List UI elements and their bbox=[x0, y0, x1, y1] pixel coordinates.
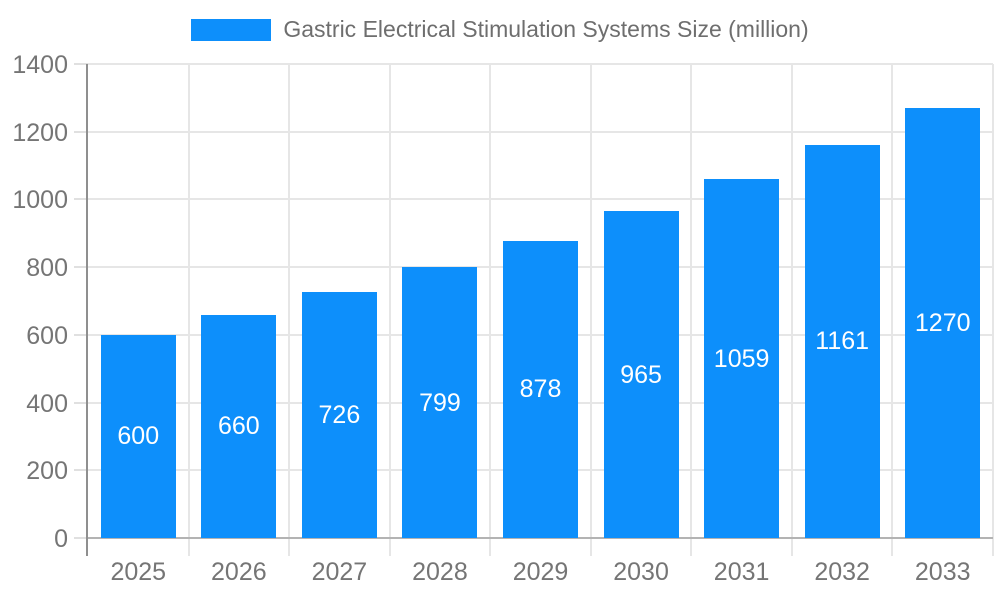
x-axis-label: 2031 bbox=[713, 558, 770, 586]
bar[interactable]: 600 bbox=[100, 334, 176, 538]
bar-value-label: 878 bbox=[519, 375, 562, 404]
bar-value-label: 660 bbox=[217, 412, 260, 441]
vertical-gridline bbox=[187, 64, 190, 556]
x-axis-label: 2029 bbox=[512, 558, 569, 586]
x-axis-label: 2028 bbox=[412, 558, 468, 586]
bar[interactable]: 965 bbox=[603, 211, 679, 538]
bar[interactable]: 660 bbox=[201, 314, 277, 538]
gridline bbox=[88, 130, 993, 133]
y-axis-tick bbox=[74, 401, 88, 404]
bar-value-label: 965 bbox=[620, 360, 662, 389]
bar[interactable]: 799 bbox=[402, 267, 478, 538]
vertical-gridline bbox=[489, 64, 492, 556]
x-axis-baseline bbox=[88, 537, 993, 539]
bar[interactable]: 1270 bbox=[905, 108, 981, 538]
y-axis-label: 0 bbox=[54, 525, 68, 553]
bar-value-label: 1161 bbox=[815, 327, 870, 356]
x-axis-label: 2033 bbox=[914, 558, 971, 586]
vertical-gridline bbox=[388, 64, 391, 556]
vertical-gridline bbox=[790, 64, 793, 556]
legend-swatch-icon bbox=[191, 18, 272, 41]
x-axis-label: 2032 bbox=[814, 558, 870, 586]
y-axis-tick bbox=[74, 198, 88, 201]
chart-legend[interactable]: Gastric Electrical Stimulation Systems S… bbox=[0, 16, 1000, 43]
y-axis-tick bbox=[74, 266, 88, 269]
y-axis-label: 1400 bbox=[12, 51, 68, 79]
gridline bbox=[88, 198, 993, 201]
vertical-gridline bbox=[288, 64, 291, 556]
bar-value-label: 1270 bbox=[914, 309, 971, 337]
bar-value-label: 600 bbox=[117, 422, 160, 451]
plot-area: 0 200 400 600 800 1000 1200 1400 600 2025 660 2026 7… bbox=[12, 51, 994, 586]
x-axis-label: 2030 bbox=[613, 558, 669, 586]
gridline bbox=[88, 63, 993, 65]
y-axis-label: 400 bbox=[26, 389, 68, 418]
x-axis-label: 2025 bbox=[110, 558, 167, 586]
y-axis-label: 1000 bbox=[12, 186, 68, 215]
x-axis-label: 2026 bbox=[211, 558, 267, 586]
vertical-gridline bbox=[992, 64, 994, 556]
bar-value-label: 726 bbox=[318, 401, 361, 430]
y-axis-tick bbox=[74, 469, 88, 472]
y-axis-line bbox=[86, 64, 88, 556]
bar[interactable]: 1059 bbox=[704, 179, 780, 538]
vertical-gridline bbox=[589, 64, 592, 556]
y-axis-tick bbox=[74, 130, 88, 133]
vertical-gridline bbox=[690, 64, 693, 556]
bar[interactable]: 1161 bbox=[804, 144, 880, 538]
y-axis-label: 200 bbox=[26, 457, 68, 486]
y-axis-tick bbox=[74, 63, 88, 65]
bar-value-label: 1059 bbox=[713, 344, 770, 373]
y-axis-label: 800 bbox=[26, 254, 68, 283]
y-axis-label: 600 bbox=[26, 321, 68, 350]
y-axis-label: 1200 bbox=[12, 118, 68, 147]
x-axis-label: 2027 bbox=[311, 558, 368, 586]
legend-label: Gastric Electrical Stimulation Systems S… bbox=[283, 16, 809, 42]
bar[interactable]: 726 bbox=[301, 292, 377, 538]
bar[interactable]: 878 bbox=[503, 240, 578, 538]
y-axis-tick bbox=[74, 537, 88, 539]
vertical-gridline bbox=[891, 64, 894, 556]
y-axis-tick bbox=[74, 333, 88, 336]
bar-value-label: 799 bbox=[419, 388, 461, 417]
